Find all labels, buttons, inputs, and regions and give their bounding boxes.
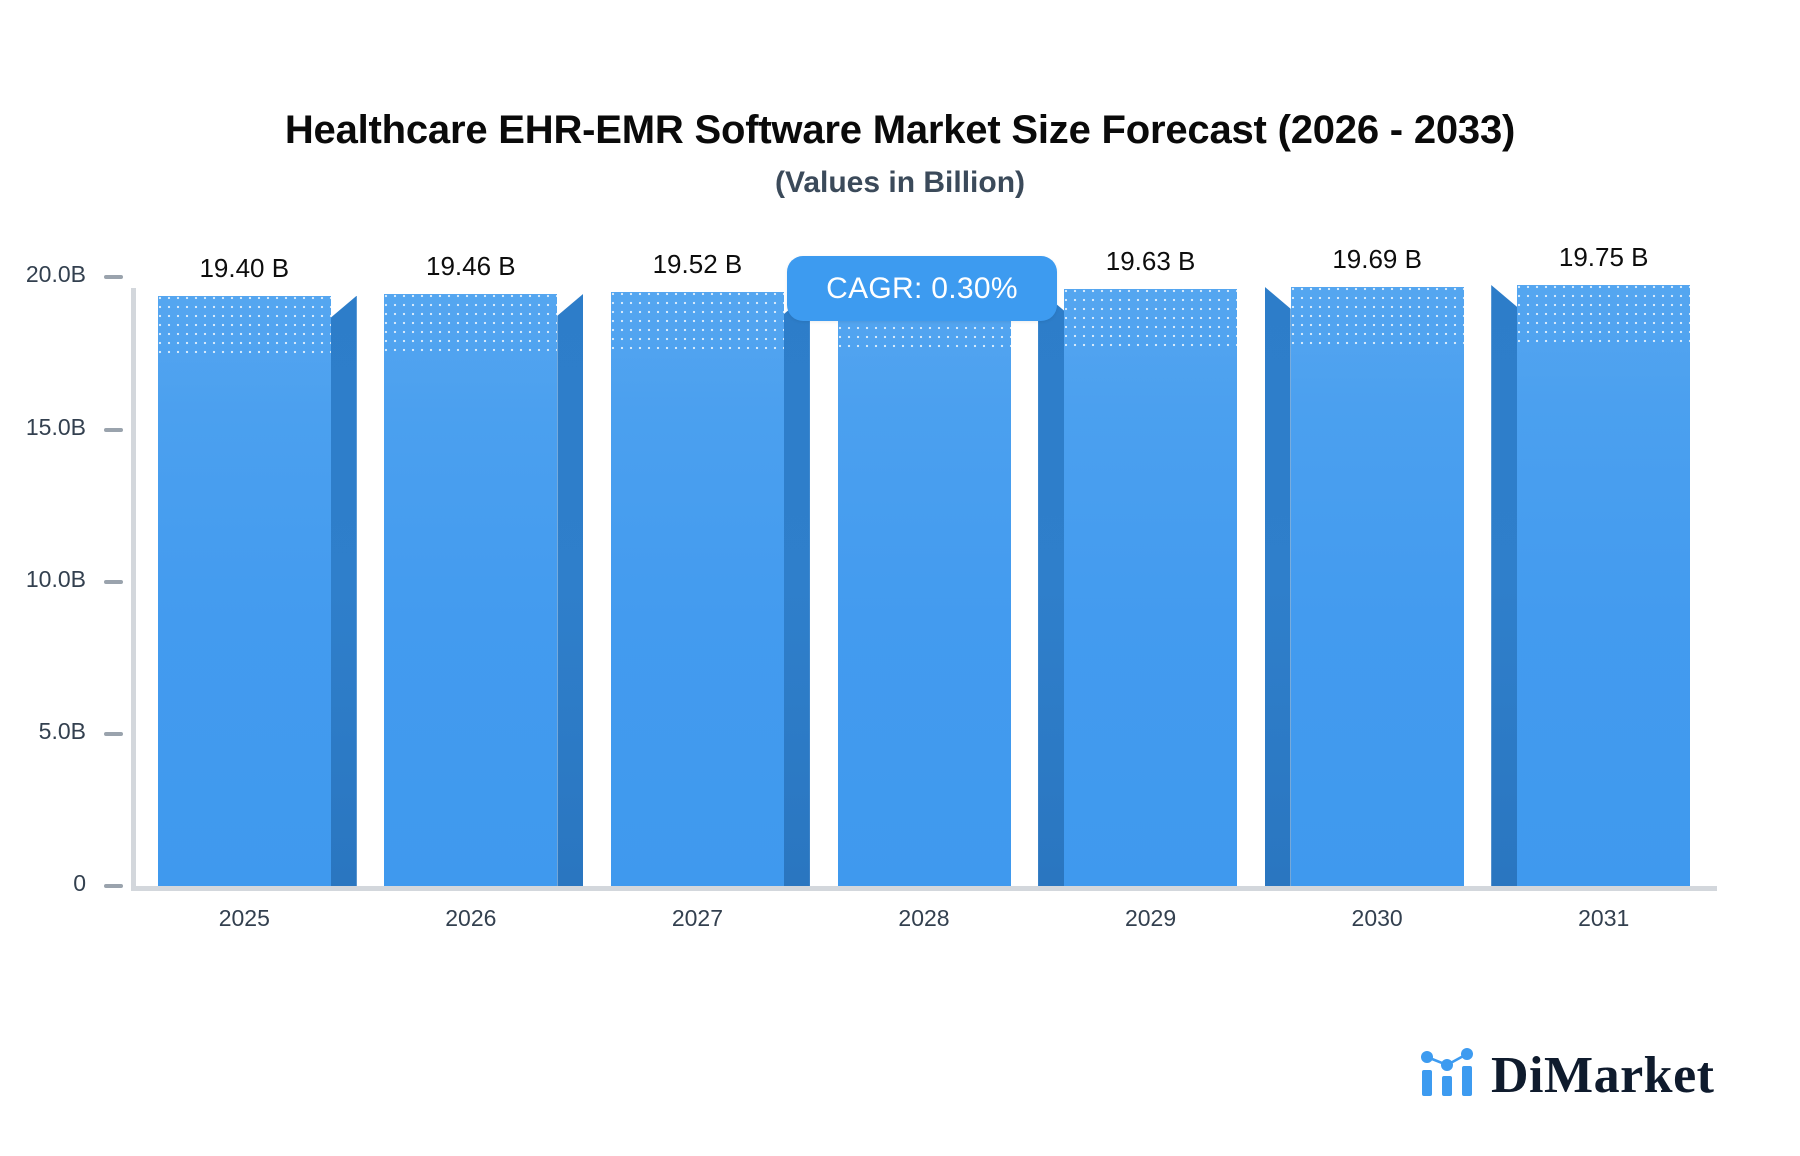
bar[interactable]: 19.46 B (384, 251, 584, 886)
x-tick-label: 2026 (445, 905, 497, 931)
bar-face (384, 293, 558, 886)
bar-texture (610, 291, 784, 354)
bar-value-label: 19.40 B (199, 252, 290, 283)
bar-texture (384, 293, 558, 356)
x-tick-label: 2028 (898, 905, 950, 931)
bar-3d-side (557, 293, 584, 886)
y-tick-mark (104, 427, 123, 432)
bar-3d-side (330, 295, 357, 886)
bar-3d-side (1264, 286, 1291, 886)
y-tick-mark (104, 731, 123, 736)
bar-value-label: 19.52 B (652, 248, 743, 279)
bar[interactable]: 19.75 B (1491, 242, 1691, 886)
x-tick-label: 2030 (1351, 905, 1403, 931)
x-tick-label: 2031 (1578, 905, 1630, 931)
bar-texture (157, 295, 331, 358)
x-tick-label: 2027 (671, 905, 724, 931)
bar-face (157, 295, 331, 886)
y-tick-label: 0 (73, 870, 86, 896)
y-tick-label: 10.0B (25, 565, 86, 592)
chart-title: Healthcare EHR-EMR Software Market Size … (284, 108, 1516, 152)
y-tick-mark (104, 884, 123, 888)
cagr-badge-label: CAGR: 0.30% (826, 271, 1018, 305)
y-tick-mark (104, 579, 123, 584)
x-tick-label: 2029 (1124, 905, 1177, 931)
y-tick-mark (104, 275, 123, 280)
cagr-badge[interactable]: CAGR: 0.30% (787, 256, 1057, 321)
bar[interactable]: 19.52 B (610, 249, 810, 886)
bar-value-label: 19.63 B (1105, 245, 1196, 276)
y-tick-label: 15.0B (25, 413, 86, 440)
bar-value-label: 19.75 B (1558, 241, 1649, 272)
bar-face (1064, 288, 1238, 886)
bar-face (610, 291, 784, 886)
bar[interactable]: 19.69 B (1264, 244, 1464, 886)
y-tick-label: 5.0B (38, 717, 86, 744)
bar-3d-side (1038, 288, 1065, 886)
bar-face (1290, 286, 1464, 886)
x-tick-label: 2025 (218, 905, 270, 931)
bar-3d-side (1491, 284, 1518, 886)
logo-text: DiMarket (1491, 1046, 1715, 1104)
bar-value-label: 19.69 B (1332, 243, 1422, 274)
brand-logo: DiMarket (1419, 1048, 1714, 1103)
bar-face (1517, 284, 1691, 886)
bar[interactable]: 19.63 B (1038, 246, 1238, 886)
bar-face (837, 290, 1011, 886)
bar-texture (1064, 288, 1238, 351)
bar-texture (1517, 284, 1691, 347)
y-axis-line (131, 288, 136, 891)
bar-value-label: 19.46 B (426, 250, 516, 281)
x-axis-line (131, 886, 1717, 891)
bar[interactable]: 19.40 B (157, 253, 357, 886)
bar-chart-icon (1419, 1048, 1477, 1103)
bar[interactable] (837, 290, 1011, 886)
y-tick-label: 20.0B (25, 261, 86, 288)
chart-subtitle: (Values in Billion) (774, 166, 1026, 199)
bar-texture (1290, 286, 1464, 349)
bar-3d-side (783, 291, 810, 886)
